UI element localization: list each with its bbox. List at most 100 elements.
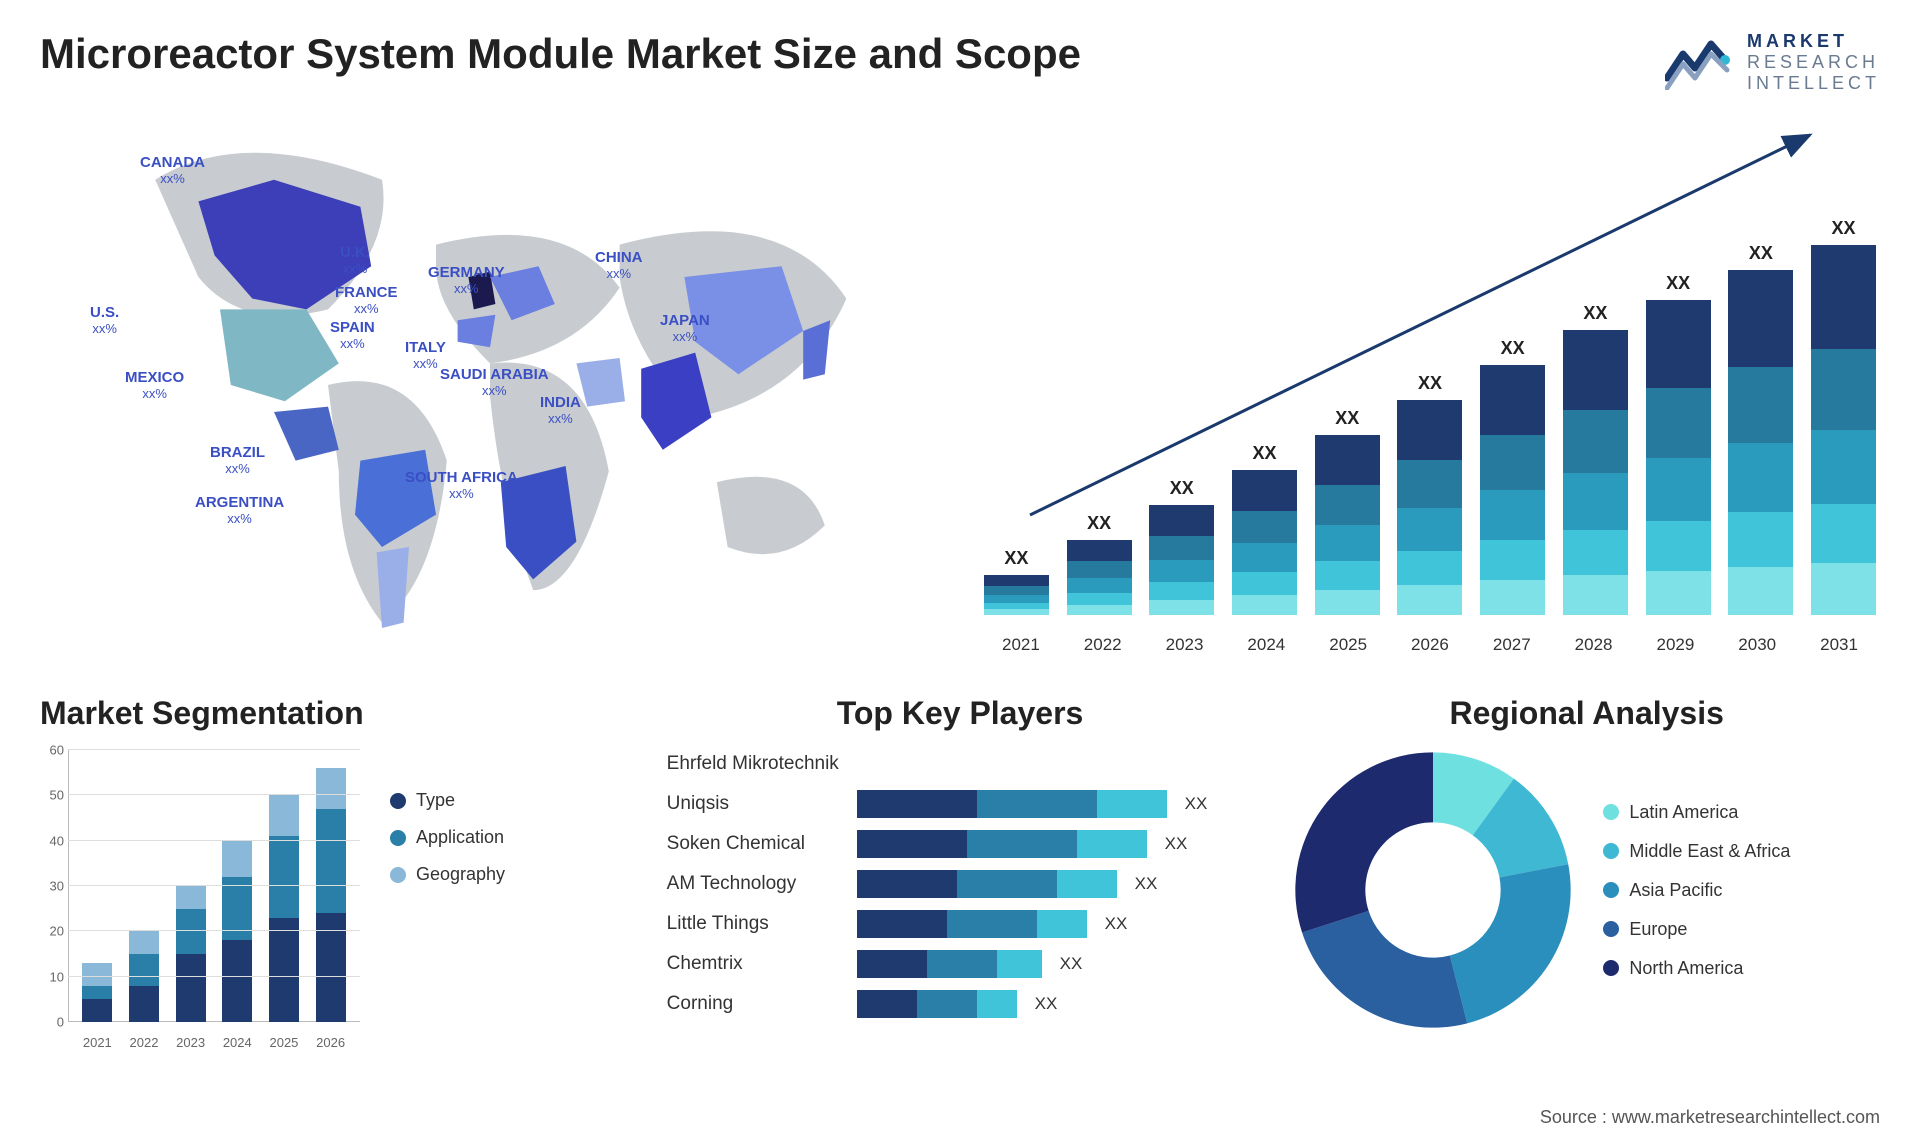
growth-bar-2026: XX (1397, 373, 1462, 615)
map-label-uk: U.K.xx% (340, 245, 370, 276)
growth-year-label: 2028 (1575, 635, 1613, 655)
logo-line2: RESEARCH (1747, 52, 1880, 73)
seg-xlabel: 2024 (223, 1035, 252, 1050)
seg-xlabel: 2023 (176, 1035, 205, 1050)
map-label-saudiarabia: SAUDI ARABIAxx% (440, 367, 549, 398)
reg-legend-item: Asia Pacific (1603, 880, 1790, 901)
regional-donut (1293, 750, 1573, 1030)
legend-label: Europe (1629, 919, 1687, 940)
seg-bar-2023 (176, 886, 206, 1022)
kp-value-label: XX (1060, 954, 1083, 974)
legend-label: Asia Pacific (1629, 880, 1722, 901)
page-title: Microreactor System Module Market Size a… (40, 30, 1081, 78)
growth-year-label: 2027 (1493, 635, 1531, 655)
seg-xlabel: 2026 (316, 1035, 345, 1050)
kp-label: Chemtrix (667, 950, 857, 978)
logo-mark-icon (1665, 30, 1735, 95)
growth-year-label: 2030 (1738, 635, 1776, 655)
reg-legend-item: Latin America (1603, 802, 1790, 823)
growth-year-label: 2021 (1002, 635, 1040, 655)
seg-legend-item: Type (390, 790, 505, 811)
kp-label: Uniqsis (667, 790, 857, 818)
reg-legend-item: Europe (1603, 919, 1790, 940)
legend-label: Geography (416, 864, 505, 885)
seg-legend-item: Geography (390, 864, 505, 885)
legend-dot-icon (1603, 804, 1619, 820)
growth-bar-label: XX (1501, 338, 1525, 359)
segmentation-legend: Type Application Geography (390, 790, 505, 1050)
kp-value-label: XX (1135, 874, 1158, 894)
donut-slice (1302, 911, 1467, 1028)
kp-label: Soken Chemical (667, 830, 857, 858)
kp-label: Corning (667, 990, 857, 1018)
kp-bar-row: XX (857, 910, 1254, 938)
growth-year-label: 2025 (1329, 635, 1367, 655)
growth-bar-label: XX (1170, 478, 1194, 499)
map-label-japan: JAPANxx% (660, 313, 710, 344)
growth-bar-2028: XX (1563, 303, 1628, 615)
seg-bar-2025 (269, 795, 299, 1022)
growth-bar-label: XX (1004, 548, 1028, 569)
growth-year-label: 2029 (1656, 635, 1694, 655)
seg-xlabel: 2021 (83, 1035, 112, 1050)
brand-logo: MARKET RESEARCH INTELLECT (1665, 30, 1880, 95)
growth-bar-label: XX (1832, 218, 1856, 239)
kp-bar-row: XX (857, 990, 1254, 1018)
kp-bar-row: XX (857, 870, 1254, 898)
growth-year-label: 2026 (1411, 635, 1449, 655)
kp-value-label: XX (1035, 994, 1058, 1014)
map-label-canada: CANADAxx% (140, 155, 205, 186)
map-label-brazil: BRAZILxx% (210, 445, 265, 476)
growth-bar-2024: XX (1232, 443, 1297, 615)
map-label-mexico: MEXICOxx% (125, 370, 184, 401)
growth-bar-2030: XX (1728, 243, 1793, 615)
segmentation-panel: Market Segmentation 20212022202320242025… (40, 695, 627, 1075)
growth-bar-2023: XX (1149, 478, 1214, 615)
map-label-india: INDIAxx% (540, 395, 581, 426)
map-label-southafrica: SOUTH AFRICAxx% (405, 470, 518, 501)
growth-bar-label: XX (1666, 273, 1690, 294)
seg-ytick: 30 (40, 879, 64, 894)
key-players-title: Top Key Players (667, 695, 1254, 732)
growth-year-label: 2023 (1166, 635, 1204, 655)
growth-year-label: 2024 (1247, 635, 1285, 655)
kp-bar-row: XX (857, 830, 1254, 858)
seg-xlabel: 2022 (130, 1035, 159, 1050)
seg-ytick: 20 (40, 924, 64, 939)
growth-bar-2022: XX (1067, 513, 1132, 615)
growth-bar-2021: XX (984, 548, 1049, 615)
growth-bar-label: XX (1418, 373, 1442, 394)
legend-dot-icon (1603, 843, 1619, 859)
kp-value-label: XX (1105, 914, 1128, 934)
reg-legend-item: North America (1603, 958, 1790, 979)
donut-slice (1450, 864, 1571, 1023)
seg-ytick: 10 (40, 969, 64, 984)
growth-bar-label: XX (1749, 243, 1773, 264)
regional-panel: Regional Analysis Latin AmericaMiddle Ea… (1293, 695, 1880, 1075)
source-attribution: Source : www.marketresearchintellect.com (1540, 1107, 1880, 1128)
kp-bar-row (857, 750, 1254, 778)
growth-bar-2027: XX (1480, 338, 1545, 615)
kp-bar-row: XX (857, 790, 1254, 818)
map-label-us: U.S.xx% (90, 305, 119, 336)
growth-bar-2031: XX (1811, 218, 1876, 615)
legend-label: North America (1629, 958, 1743, 979)
kp-value-label: XX (1185, 794, 1208, 814)
map-label-china: CHINAxx% (595, 250, 643, 281)
map-label-france: FRANCExx% (335, 285, 398, 316)
world-map-panel: CANADAxx%U.S.xx%MEXICOxx%BRAZILxx%ARGENT… (40, 115, 940, 655)
legend-label: Type (416, 790, 455, 811)
legend-dot-icon (390, 867, 406, 883)
legend-dot-icon (1603, 921, 1619, 937)
legend-dot-icon (390, 793, 406, 809)
regional-legend: Latin AmericaMiddle East & AfricaAsia Pa… (1603, 802, 1790, 979)
legend-label: Application (416, 827, 504, 848)
growth-bar-label: XX (1253, 443, 1277, 464)
growth-year-label: 2031 (1820, 635, 1858, 655)
key-players-panel: Top Key Players Ehrfeld MikrotechnikUniq… (667, 695, 1254, 1075)
seg-bar-2022 (129, 931, 159, 1022)
growth-chart-panel: XXXXXXXXXXXXXXXXXXXXXX 20212022202320242… (980, 115, 1880, 655)
seg-bar-2021 (82, 963, 112, 1022)
seg-legend-item: Application (390, 827, 505, 848)
seg-bar-2024 (222, 841, 252, 1022)
